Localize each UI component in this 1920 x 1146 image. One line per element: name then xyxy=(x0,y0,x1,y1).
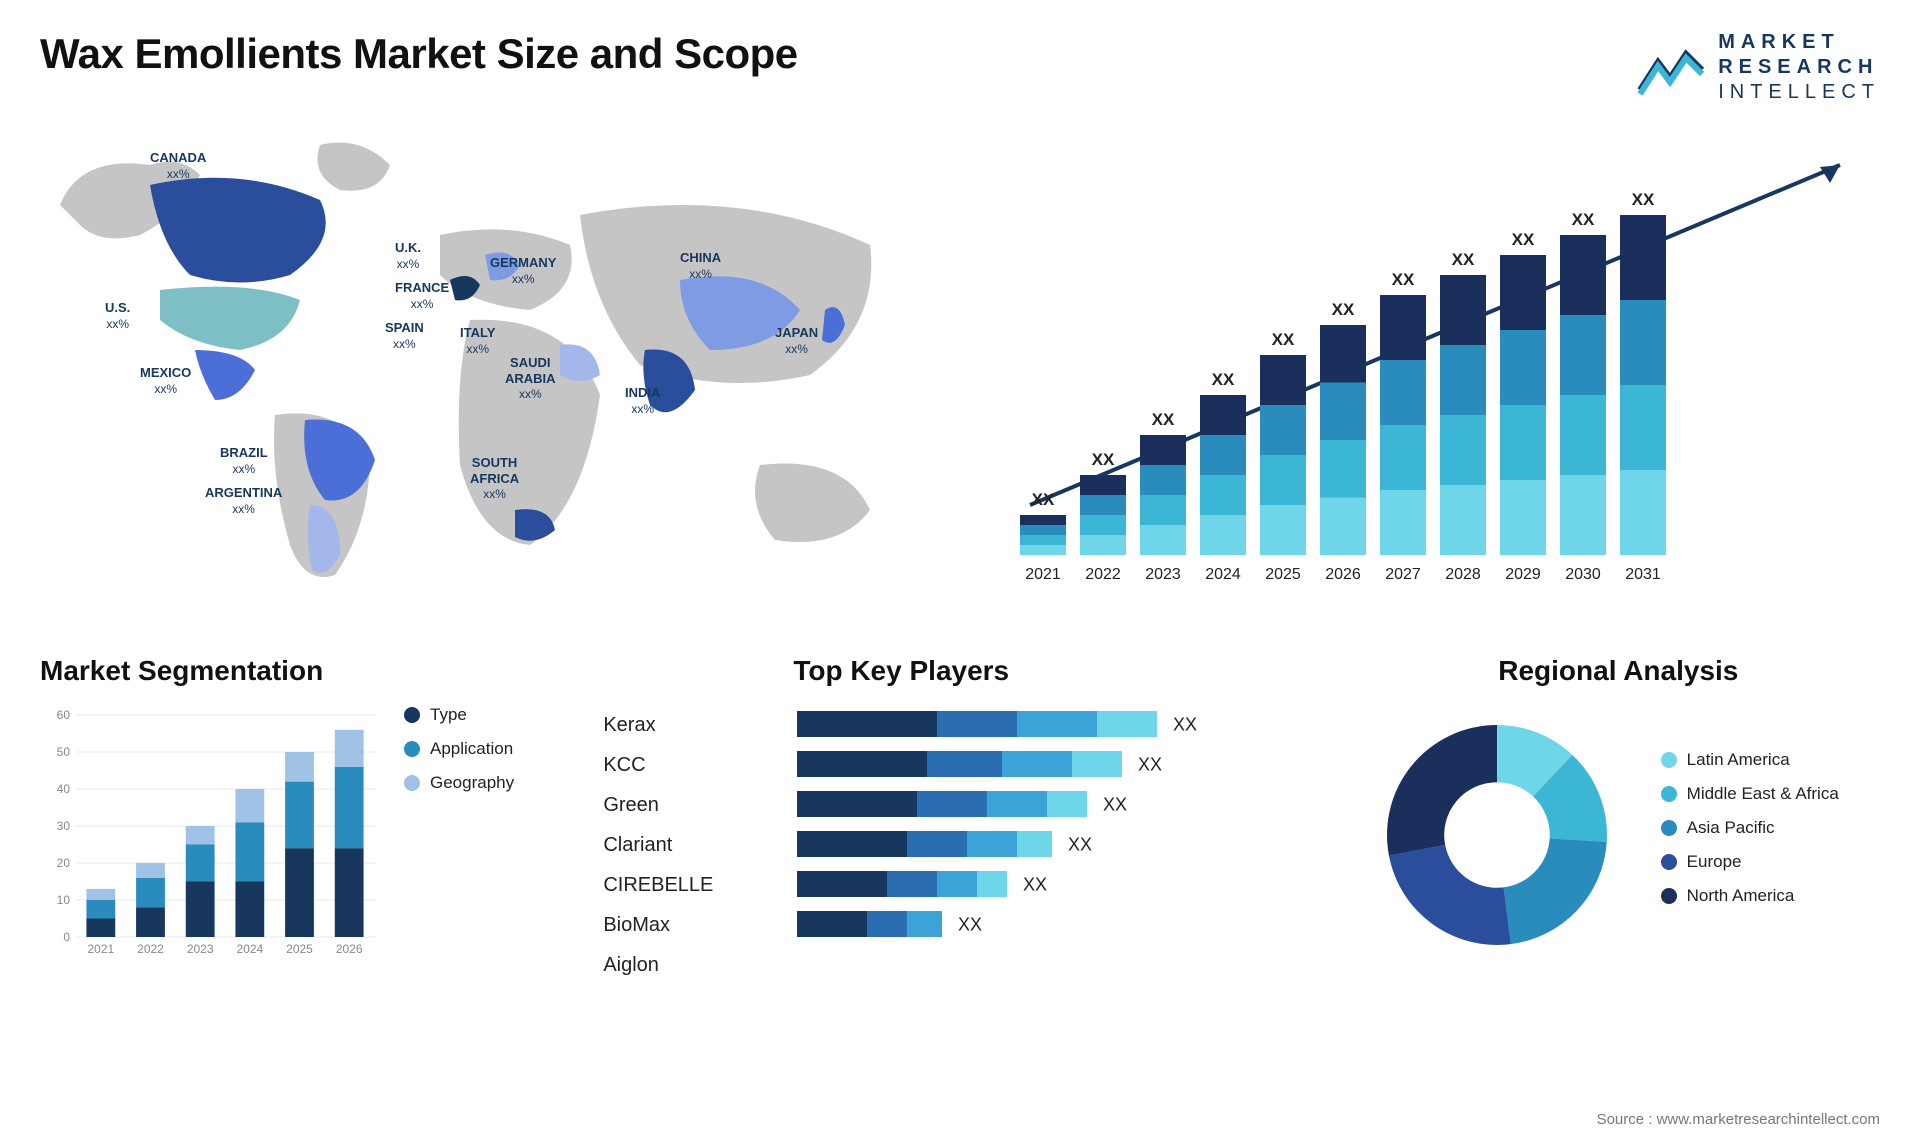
svg-text:0: 0 xyxy=(63,930,70,944)
regional-panel: Regional Analysis Latin America Middle Ea… xyxy=(1357,655,1880,985)
player-name: CIREBELLE xyxy=(603,865,753,905)
map-label-japan: JAPANxx% xyxy=(775,325,818,356)
svg-text:XX: XX xyxy=(1392,270,1415,289)
regional-legend-item: Asia Pacific xyxy=(1661,818,1839,838)
svg-text:2031: 2031 xyxy=(1625,566,1661,583)
svg-text:XX: XX xyxy=(1092,450,1115,469)
map-label-france: FRANCExx% xyxy=(395,280,449,311)
svg-text:60: 60 xyxy=(57,708,71,722)
growth-stacked-bar-chart: XX 2021 XX 2022 XX 2023 XX 2024 XX 2025 XX 2026 XX 20… xyxy=(990,125,1870,605)
segmentation-panel: Market Segmentation 0 10 20 30 40 50 60 2021 202… xyxy=(40,655,563,985)
svg-text:XX: XX xyxy=(1272,330,1295,349)
svg-text:XX: XX xyxy=(1068,835,1092,855)
growth-chart-panel: XX 2021 XX 2022 XX 2023 XX 2024 XX 2025 XX 2026 XX 20… xyxy=(990,125,1880,625)
svg-text:2027: 2027 xyxy=(1385,566,1421,583)
top-players-panel: Top Key Players XX XX XX XX XX XX xyxy=(793,655,1316,985)
map-label-germany: GERMANYxx% xyxy=(490,255,556,286)
svg-text:2023: 2023 xyxy=(1145,566,1181,583)
segmentation-stacked-bar-chart: 0 10 20 30 40 50 60 2021 2022 2023 2024 2025 2026 xyxy=(40,705,380,965)
regional-donut-chart xyxy=(1357,705,1637,965)
svg-text:2023: 2023 xyxy=(187,942,214,956)
player-name: Kerax xyxy=(603,705,753,745)
top-players-bar-chart: XX XX XX XX XX XX xyxy=(793,705,1253,975)
svg-text:XX: XX xyxy=(1332,300,1355,319)
player-name: Clariant xyxy=(603,825,753,865)
map-label-italy: ITALYxx% xyxy=(460,325,495,356)
map-label-mexico: MEXICOxx% xyxy=(140,365,191,396)
map-label-u-s-: U.S.xx% xyxy=(105,300,130,331)
map-label-saudi-arabia: SAUDIARABIAxx% xyxy=(505,355,556,402)
svg-text:XX: XX xyxy=(1173,715,1197,735)
svg-text:XX: XX xyxy=(1138,755,1162,775)
header: Wax Emollients Market Size and Scope MAR… xyxy=(40,30,1880,105)
svg-text:XX: XX xyxy=(1632,190,1655,209)
page-title: Wax Emollients Market Size and Scope xyxy=(40,30,798,78)
svg-text:2025: 2025 xyxy=(286,942,313,956)
svg-text:XX: XX xyxy=(958,915,982,935)
map-label-canada: CANADAxx% xyxy=(150,150,206,181)
top-players-title: Top Key Players xyxy=(793,655,1316,687)
source-attribution: Source : www.marketresearchintellect.com xyxy=(1597,1111,1880,1128)
svg-text:10: 10 xyxy=(57,893,71,907)
svg-text:40: 40 xyxy=(57,782,71,796)
map-label-spain: SPAINxx% xyxy=(385,320,424,351)
top-row: CANADAxx% U.S.xx% MEXICOxx% BRAZILxx% ARGENT… xyxy=(40,125,1880,625)
svg-text:2025: 2025 xyxy=(1265,566,1301,583)
regional-legend-item: North America xyxy=(1661,886,1839,906)
map-label-china: CHINAxx% xyxy=(680,250,721,281)
regional-legend-item: Middle East & Africa xyxy=(1661,784,1839,804)
map-label-brazil: BRAZILxx% xyxy=(220,445,268,476)
svg-text:2026: 2026 xyxy=(336,942,363,956)
player-names: KeraxKCCGreenClariantCIREBELLEBioMaxAigl… xyxy=(603,705,753,985)
svg-text:XX: XX xyxy=(1032,490,1055,509)
map-label-u-k-: U.K.xx% xyxy=(395,240,421,271)
svg-text:XX: XX xyxy=(1572,210,1595,229)
regional-title: Regional Analysis xyxy=(1357,655,1880,687)
map-label-india: INDIAxx% xyxy=(625,385,660,416)
segmentation-legend-item: Application xyxy=(404,739,514,759)
player-name-list: KeraxKCCGreenClariantCIREBELLEBioMaxAigl… xyxy=(603,655,753,985)
svg-text:XX: XX xyxy=(1103,795,1127,815)
segmentation-legend-item: Type xyxy=(404,705,514,725)
svg-text:2024: 2024 xyxy=(236,942,263,956)
player-name: BioMax xyxy=(603,905,753,945)
svg-text:2029: 2029 xyxy=(1505,566,1541,583)
svg-text:2021: 2021 xyxy=(1025,566,1061,583)
svg-text:XX: XX xyxy=(1452,250,1475,269)
map-label-argentina: ARGENTINAxx% xyxy=(205,485,282,516)
svg-text:2022: 2022 xyxy=(137,942,164,956)
segmentation-title: Market Segmentation xyxy=(40,655,563,687)
map-label-south-africa: SOUTHAFRICAxx% xyxy=(470,455,519,502)
svg-text:2026: 2026 xyxy=(1325,566,1361,583)
segmentation-legend: Type Application Geography xyxy=(404,705,514,965)
logo-text: MARKET RESEARCH INTELLECT xyxy=(1718,30,1880,105)
segmentation-legend-item: Geography xyxy=(404,773,514,793)
brand-logo: MARKET RESEARCH INTELLECT xyxy=(1636,30,1880,105)
regional-legend-item: Europe xyxy=(1661,852,1839,872)
svg-text:2022: 2022 xyxy=(1085,566,1121,583)
world-map-panel: CANADAxx% U.S.xx% MEXICOxx% BRAZILxx% ARGENT… xyxy=(40,125,930,625)
bottom-row: Market Segmentation 0 10 20 30 40 50 60 2021 202… xyxy=(40,655,1880,985)
svg-text:2028: 2028 xyxy=(1445,566,1481,583)
svg-text:2030: 2030 xyxy=(1565,566,1601,583)
svg-text:30: 30 xyxy=(57,819,71,833)
svg-text:50: 50 xyxy=(57,745,71,759)
logo-mark-icon xyxy=(1636,40,1706,96)
svg-text:20: 20 xyxy=(57,856,71,870)
svg-text:2021: 2021 xyxy=(87,942,114,956)
regional-legend: Latin America Middle East & Africa Asia Pa… xyxy=(1661,750,1839,920)
svg-text:XX: XX xyxy=(1152,410,1175,429)
player-name: Aiglon xyxy=(603,945,753,985)
svg-text:XX: XX xyxy=(1212,370,1235,389)
player-name: KCC xyxy=(603,745,753,785)
player-name: Green xyxy=(603,785,753,825)
svg-text:2024: 2024 xyxy=(1205,566,1241,583)
regional-legend-item: Latin America xyxy=(1661,750,1839,770)
svg-text:XX: XX xyxy=(1023,875,1047,895)
svg-text:XX: XX xyxy=(1512,230,1535,249)
